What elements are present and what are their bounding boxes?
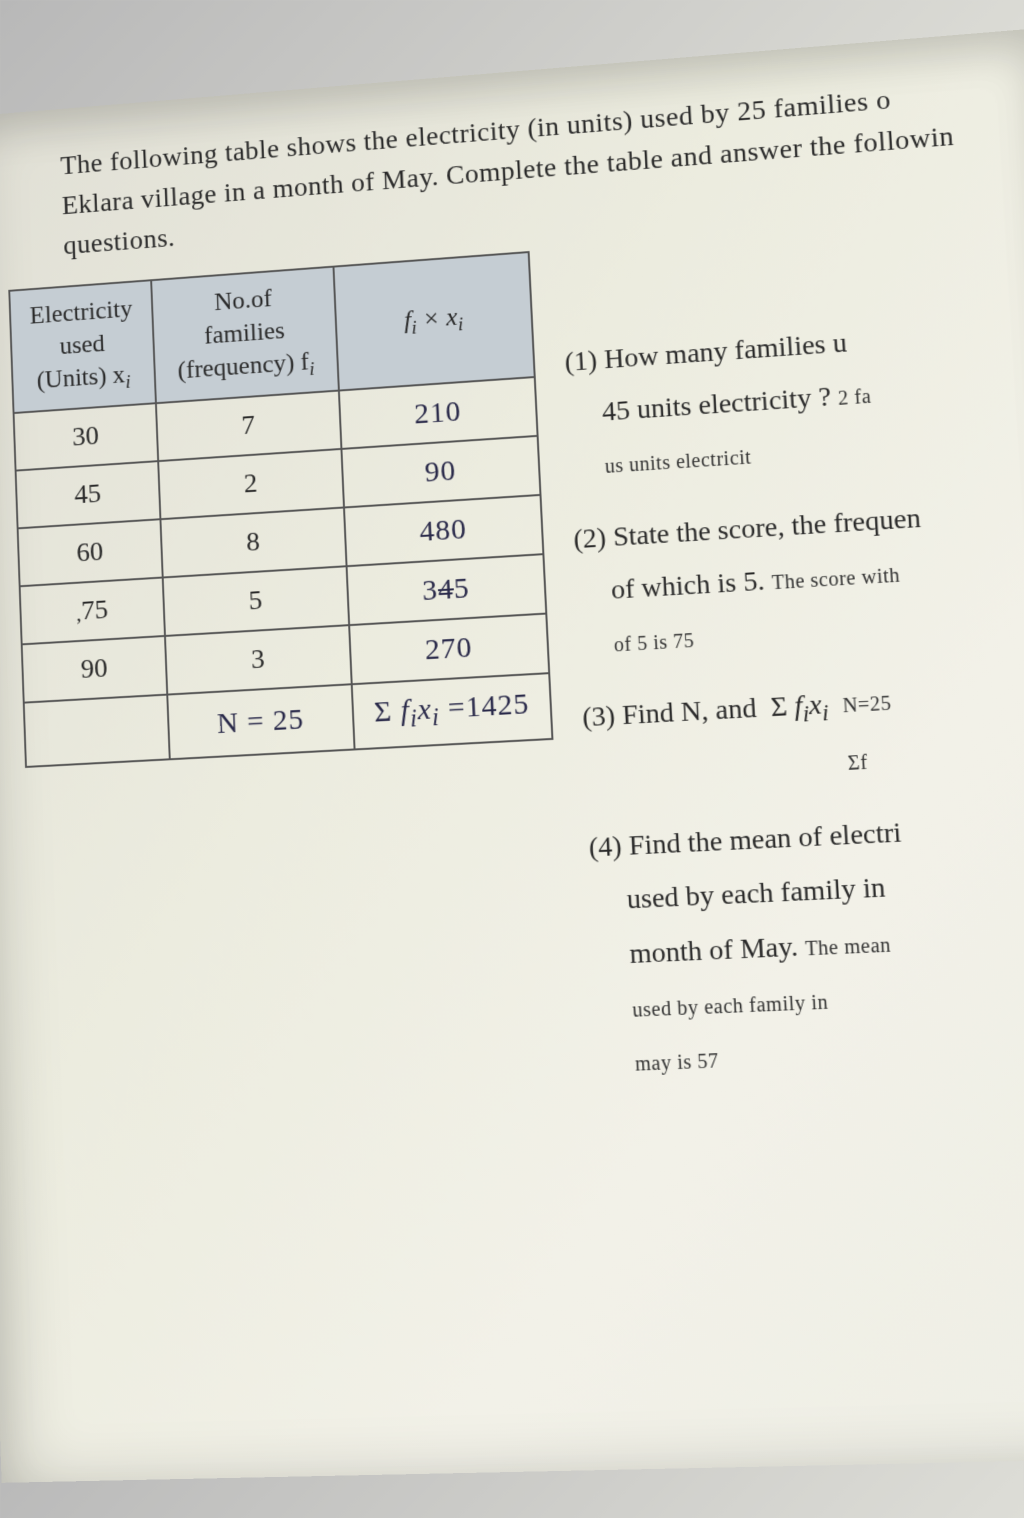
header-electricity: Electricity used (Units) xi — [9, 280, 156, 413]
q1-note: 2 fa — [838, 386, 872, 410]
data-table: Electricity used (Units) xi No.of famili… — [8, 251, 553, 768]
q2-note: The score with — [771, 564, 901, 594]
q3-num: (3) — [582, 701, 616, 734]
cell-x: ,75 — [20, 578, 165, 645]
cell-x: 45 — [16, 461, 161, 528]
q4-note3: may is 57 — [635, 1050, 720, 1076]
question-1: (1) How many families u 45 units electri… — [563, 306, 1004, 493]
q2-line2: of which is 5. — [610, 565, 765, 605]
cell-x: 30 — [14, 403, 159, 470]
questions-list: (1) How many families u 45 units electri… — [559, 217, 1024, 1111]
q4-num: (4) — [588, 831, 622, 864]
q2-note2: of 5 is 75 — [613, 630, 695, 657]
q1-text: How many families u — [603, 328, 847, 375]
problem-line3: questions. — [63, 223, 176, 261]
cell-f: 5 — [163, 566, 349, 636]
page: The following table shows the electricit… — [0, 29, 1024, 1483]
q1-note2: us units electricit — [604, 447, 752, 478]
q4-note: The mean — [804, 934, 891, 960]
cell-blank — [24, 695, 170, 767]
question-2: (2) State the score, the frequen of whic… — [572, 486, 1015, 672]
header-families: No.of families (frequency) fi — [151, 267, 339, 404]
q4-line2: used by each family in — [626, 872, 886, 915]
question-4: (4) Find the mean of electri used by eac… — [588, 800, 1024, 1091]
cell-n: N = 25 — [167, 684, 354, 759]
content-area: Electricity used (Units) xi No.of famili… — [8, 217, 1024, 1132]
q1-line2: 45 units electricity ? — [601, 382, 831, 428]
q2-text: State the score, the frequen — [612, 502, 921, 552]
q3-note2: Σf — [847, 752, 868, 775]
q2-num: (2) — [573, 522, 607, 555]
cell-fx: 270 — [349, 614, 549, 685]
question-3: (3) Find N, and Σ fixi N=25 Σf — [581, 667, 1024, 801]
cell-x: 90 — [22, 636, 168, 703]
q3-note: N=25 — [842, 693, 892, 718]
cell-f: 3 — [165, 625, 352, 694]
table-wrapper: Electricity used (Units) xi No.of famili… — [8, 251, 571, 1132]
cell-x: 60 — [18, 519, 163, 586]
q4-line3: month of May. — [629, 931, 799, 970]
q1-num: (1) — [564, 345, 598, 378]
q4-text: Find the mean of electri — [628, 817, 902, 862]
q4-note2: used by each family in — [632, 991, 829, 1022]
cell-sigma: Σ fixi =1425 — [352, 673, 553, 749]
header-fx: fi × xi — [333, 252, 534, 391]
q3-text: Find N, and Σ fixi — [621, 689, 829, 731]
